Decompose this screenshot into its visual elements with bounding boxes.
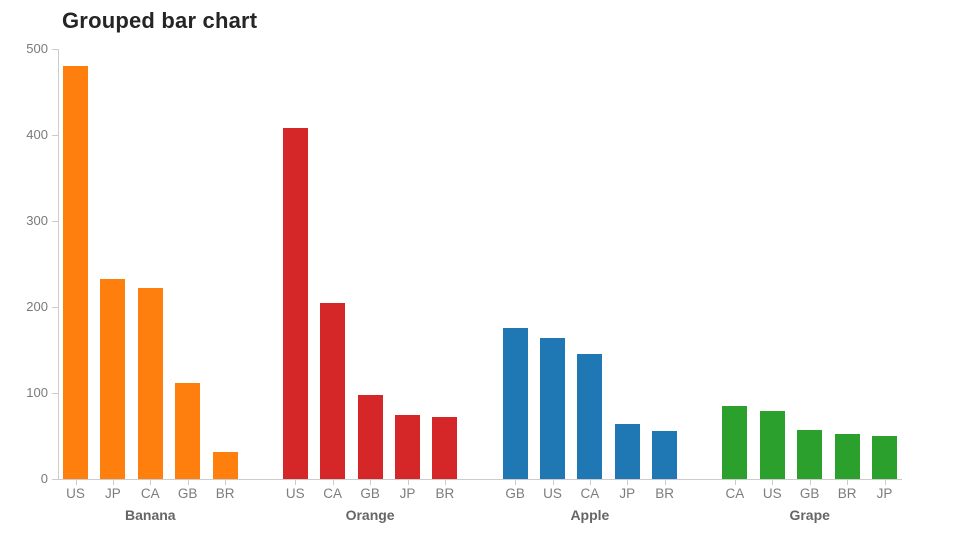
bar-apple-jp	[614, 423, 640, 479]
group-label-apple: Apple	[570, 507, 610, 523]
y-axis-tick-label: 400	[26, 127, 48, 142]
y-axis-tick	[52, 135, 58, 136]
x-axis-tick	[112, 479, 114, 485]
y-axis-tick-label: 300	[26, 213, 48, 228]
bar-category-label: US	[762, 486, 782, 501]
x-axis-tick	[847, 479, 849, 485]
x-axis-tick	[734, 479, 736, 485]
x-axis-tick	[772, 479, 774, 485]
bar-apple-gb	[502, 327, 528, 479]
x-axis-tick	[225, 479, 227, 485]
bar-banana-br	[212, 452, 238, 479]
bar-category-label: CA	[323, 486, 343, 501]
bar-banana-ca	[137, 288, 163, 479]
bar-apple-br	[652, 430, 678, 479]
y-axis-tick-label: 0	[40, 471, 48, 486]
x-axis-tick	[552, 479, 554, 485]
x-axis-tick	[150, 479, 152, 485]
bar-grape-gb	[797, 429, 823, 479]
bar-grape-jp	[872, 436, 897, 479]
y-axis-tick	[52, 307, 58, 308]
bar-category-label: JP	[105, 486, 121, 501]
bar-orange-br	[432, 417, 458, 479]
x-axis-tick	[187, 479, 189, 485]
bar-category-label: US	[66, 486, 85, 501]
bar-category-label: GB	[505, 486, 525, 501]
bar-category-label: BR	[215, 486, 235, 501]
y-axis-tick	[52, 393, 58, 394]
bar-banana-us	[63, 66, 88, 479]
bar-category-label: CA	[580, 486, 600, 501]
y-axis-line	[58, 49, 59, 480]
y-axis-tick	[52, 479, 58, 480]
bar-grape-ca	[722, 405, 748, 479]
bar-apple-us	[540, 337, 565, 479]
bar-category-label: US	[543, 486, 562, 501]
bar-orange-ca	[320, 302, 346, 479]
chart-title: Grouped bar chart	[62, 8, 258, 33]
y-axis-tick-label: 200	[26, 299, 48, 314]
x-axis-tick	[627, 479, 629, 485]
bar-orange-us	[282, 128, 308, 479]
x-axis-tick	[295, 479, 297, 485]
x-axis-tick	[884, 479, 886, 485]
y-axis-tick	[52, 49, 58, 50]
bar-grape-br	[834, 434, 860, 479]
y-axis-tick-label: 100	[26, 385, 48, 400]
bar-category-label: BR	[655, 486, 675, 501]
bar-category-label: GB	[360, 486, 380, 501]
x-axis-tick	[332, 479, 334, 485]
x-axis-tick	[809, 479, 811, 485]
group-label-orange: Orange	[345, 507, 395, 523]
bar-category-label: JP	[619, 486, 636, 501]
bar-category-label: BR	[435, 486, 455, 501]
bar-category-label: GB	[799, 486, 820, 501]
bar-category-label: CA	[140, 486, 160, 501]
x-axis-tick	[370, 479, 372, 485]
x-axis-tick	[664, 479, 666, 485]
bar-orange-gb	[357, 394, 383, 479]
bar-grape-us	[759, 411, 785, 479]
bar-orange-jp	[395, 414, 420, 479]
bar-banana-jp	[100, 278, 126, 479]
bar-category-label: JP	[876, 486, 893, 501]
bar-banana-gb	[175, 382, 201, 479]
y-axis-tick-label: 500	[26, 41, 48, 56]
bar-category-label: CA	[725, 486, 745, 501]
x-axis-tick	[75, 479, 77, 485]
x-axis-line	[58, 479, 902, 480]
bar-category-label: JP	[399, 486, 416, 501]
bar-category-label: GB	[177, 486, 198, 501]
x-axis-tick	[589, 479, 591, 485]
bar-category-label: BR	[837, 486, 857, 501]
bar-apple-ca	[577, 354, 603, 479]
x-axis-tick	[444, 479, 446, 485]
bar-category-label: US	[285, 486, 305, 501]
y-axis-tick	[52, 221, 58, 222]
x-axis-tick	[407, 479, 409, 485]
x-axis-tick	[515, 479, 517, 485]
group-label-grape: Grape	[789, 507, 830, 523]
group-label-banana: Banana	[125, 507, 176, 523]
